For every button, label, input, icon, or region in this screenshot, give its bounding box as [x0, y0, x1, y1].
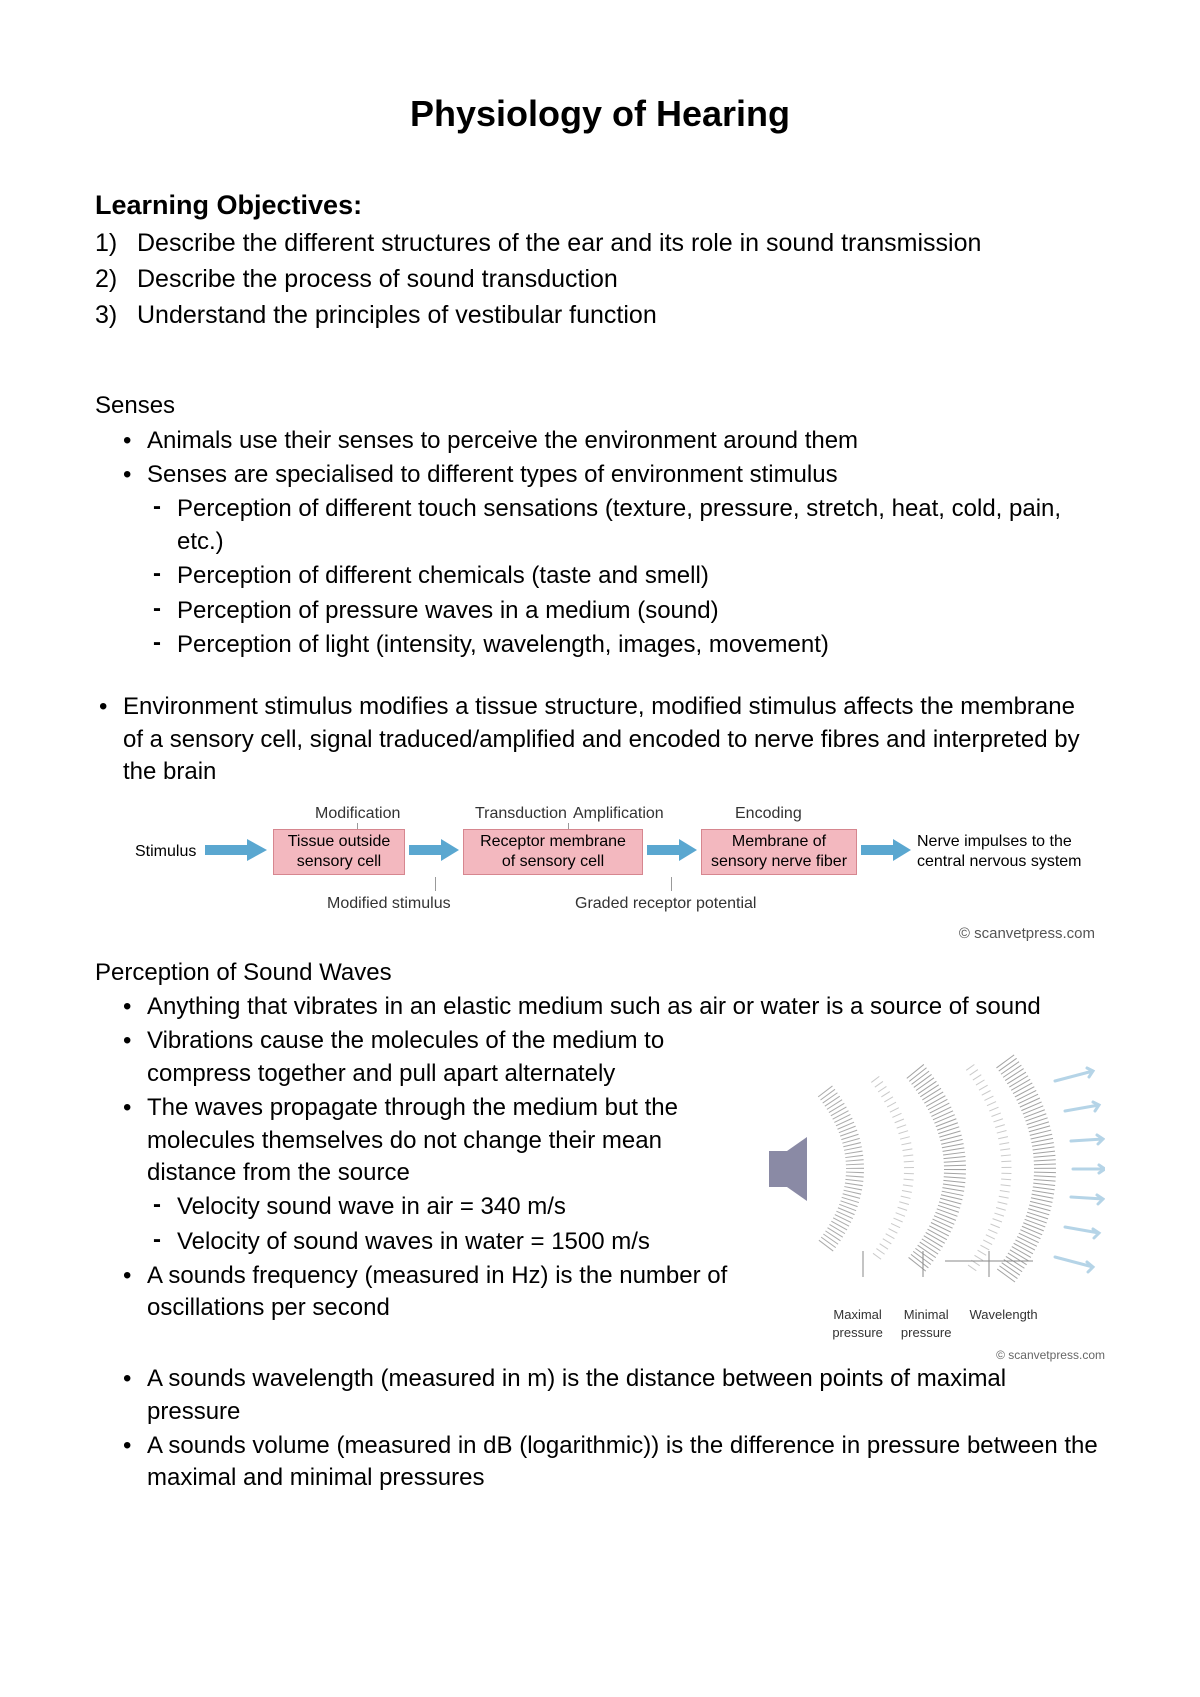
- senses-list: Animals use their senses to perceive the…: [95, 425, 1105, 492]
- list-item: Perception of light (intensity, waveleng…: [153, 629, 1105, 661]
- list-item: Vibrations cause the molecules of the me…: [123, 1025, 745, 1090]
- objective-text: Understand the principles of vestibular …: [137, 299, 657, 333]
- fig-label-min: Minimal pressure: [901, 1306, 952, 1341]
- flow-label-encoding: Encoding: [735, 803, 802, 825]
- list-item: Velocity of sound waves in water = 1500 …: [153, 1226, 745, 1258]
- sound-list-4: A sounds wavelength (measured in m) is t…: [95, 1363, 1105, 1495]
- flow-label-amplification: Amplification: [573, 803, 664, 825]
- sound-sublist: Velocity sound wave in air = 340 m/s Vel…: [95, 1191, 745, 1258]
- list-item: The waves propagate through the medium b…: [123, 1092, 745, 1189]
- flow-box-text: sensory cell: [297, 853, 381, 870]
- objective-text: Describe the different structures of the…: [137, 227, 981, 261]
- arrow-icon: [409, 839, 459, 861]
- flow-output: Nerve impulses to the central nervous sy…: [917, 832, 1082, 872]
- list-item: Senses are specialised to different type…: [123, 459, 1105, 491]
- fig-label-max: Maximal pressure: [832, 1306, 883, 1341]
- list-item: A sounds volume (measured in dB (logarit…: [123, 1430, 1105, 1495]
- flow-below-graded: Graded receptor potential: [575, 893, 756, 915]
- flow-output-text: central nervous system: [917, 853, 1082, 870]
- objective-item: 1)Describe the different structures of t…: [95, 227, 1105, 261]
- flow-output-text: Nerve impulses to the: [917, 833, 1072, 850]
- flow-box-tissue: Tissue outside sensory cell: [273, 829, 405, 875]
- flow-box-text: Tissue outside: [288, 833, 391, 850]
- flow-below-modified: Modified stimulus: [327, 893, 451, 915]
- objective-text: Describe the process of sound transducti…: [137, 263, 618, 297]
- arrow-icon: [205, 839, 267, 861]
- list-item: A sounds frequency (measured in Hz) is t…: [123, 1260, 745, 1325]
- list-item: Perception of different touch sensations…: [153, 493, 1105, 558]
- arrow-icon: [861, 839, 911, 861]
- sound-heading: Perception of Sound Waves: [95, 957, 1105, 989]
- objectives-heading: Learning Objectives:: [95, 187, 1105, 223]
- senses-sublist: Perception of different touch sensations…: [95, 493, 1105, 661]
- sound-list-2: Vibrations cause the molecules of the me…: [95, 1025, 745, 1189]
- senses-heading: Senses: [95, 390, 1105, 422]
- flow-box-text: Membrane of: [732, 833, 826, 850]
- list-item: A sounds wavelength (measured in m) is t…: [123, 1363, 1105, 1428]
- flow-box-text: Receptor membrane: [480, 833, 626, 850]
- objective-item: 3)Understand the principles of vestibula…: [95, 299, 1105, 333]
- fig-label-wl: Wavelength: [969, 1306, 1037, 1341]
- page-title: Physiology of Hearing: [95, 90, 1105, 139]
- fig-copyright: © scanvetpress.com: [765, 1347, 1105, 1363]
- stimulus-paragraph: Environment stimulus modifies a tissue s…: [95, 691, 1105, 788]
- flow-box-receptor: Receptor membrane of sensory cell: [463, 829, 643, 875]
- list-item: Velocity sound wave in air = 340 m/s: [153, 1191, 745, 1223]
- soundwave-figure: Maximal pressure Minimal pressure Wavele…: [765, 1025, 1105, 1363]
- learning-objectives: Learning Objectives: 1)Describe the diff…: [95, 187, 1105, 333]
- list-item: Perception of pressure waves in a medium…: [153, 595, 1105, 627]
- flow-diagram: Modification Transduction Amplification …: [95, 799, 1105, 939]
- flow-label-modification: Modification: [315, 803, 400, 825]
- flow-stimulus-label: Stimulus: [135, 841, 196, 863]
- flow-box-text: sensory nerve fiber: [711, 853, 847, 870]
- sound-list-3: A sounds frequency (measured in Hz) is t…: [95, 1260, 745, 1325]
- list-item: Anything that vibrates in an elastic med…: [123, 991, 1105, 1023]
- arrow-icon: [647, 839, 697, 861]
- soundwave-svg: [765, 1031, 1105, 1311]
- list-item: Perception of different chemicals (taste…: [153, 560, 1105, 592]
- list-item: Animals use their senses to perceive the…: [123, 425, 1105, 457]
- flow-copyright: © scanvetpress.com: [959, 924, 1095, 944]
- sound-list: Anything that vibrates in an elastic med…: [95, 991, 1105, 1023]
- flow-label-transduction: Transduction: [475, 803, 567, 825]
- flow-box-membrane: Membrane of sensory nerve fiber: [701, 829, 857, 875]
- flow-box-text: of sensory cell: [502, 853, 604, 870]
- objective-item: 2)Describe the process of sound transduc…: [95, 263, 1105, 297]
